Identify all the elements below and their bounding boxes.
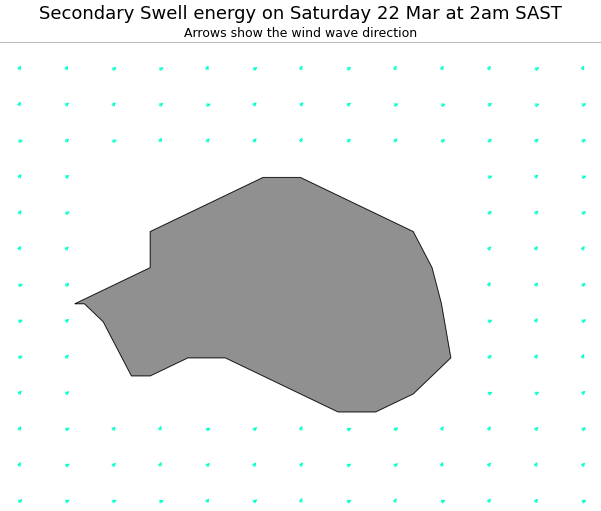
Polygon shape: [75, 178, 451, 412]
Text: Arrows show the wind wave direction: Arrows show the wind wave direction: [184, 27, 417, 39]
Text: Secondary Swell energy on Saturday 22 Mar at 2am SAST: Secondary Swell energy on Saturday 22 Ma…: [39, 5, 562, 22]
